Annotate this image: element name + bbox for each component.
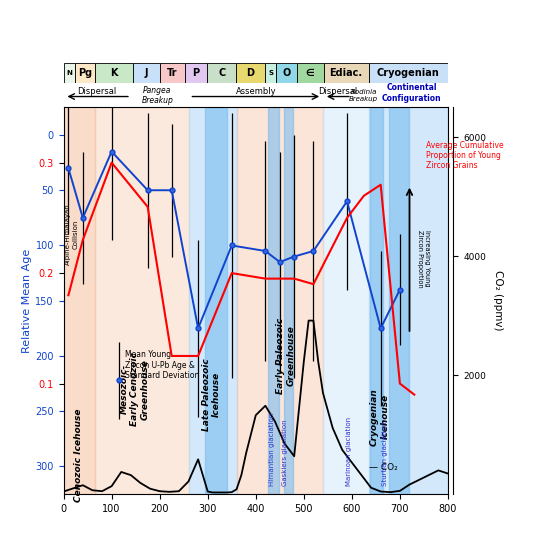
Text: Ediac.: Ediac.: [330, 68, 363, 78]
Bar: [370, 107, 383, 494]
Text: Gaskiers glaciation: Gaskiers glaciation: [281, 420, 288, 487]
Text: O: O: [283, 68, 291, 78]
Text: Alpine-Himalayan
Collision: Alpine-Himalayan Collision: [65, 204, 79, 265]
Y-axis label: Relative Mean Age: Relative Mean Age: [23, 249, 33, 353]
Text: D: D: [247, 68, 254, 78]
Bar: [185, 63, 207, 83]
Bar: [389, 107, 409, 494]
Bar: [323, 107, 369, 494]
Text: Pg: Pg: [78, 68, 92, 78]
Bar: [265, 63, 276, 83]
Text: Rodinia
Breakup: Rodinia Breakup: [349, 89, 378, 102]
Text: Dispersal: Dispersal: [319, 87, 358, 96]
Bar: [296, 63, 324, 83]
Bar: [64, 63, 75, 83]
Text: C: C: [218, 68, 225, 78]
Text: S: S: [268, 70, 273, 76]
Bar: [369, 63, 448, 83]
Bar: [237, 107, 323, 494]
Bar: [95, 107, 189, 494]
Text: Mesozoic-
Early Cenozoic
Greenhouse: Mesozoic- Early Cenozoic Greenhouse: [120, 352, 150, 426]
Text: J: J: [145, 68, 148, 78]
Text: Marinoan glaciation: Marinoan glaciation: [346, 417, 352, 487]
Text: N: N: [66, 70, 72, 76]
Text: Cenozoic Icehouse: Cenozoic Icehouse: [74, 409, 82, 502]
Bar: [189, 107, 237, 494]
Bar: [276, 63, 296, 83]
Text: ∈: ∈: [306, 68, 315, 78]
Y-axis label: CO₂ (ppmv): CO₂ (ppmv): [493, 271, 503, 331]
Text: Sturtian glaciation: Sturtian glaciation: [383, 422, 388, 487]
Text: Increasing Young
Zircon Proportion: Increasing Young Zircon Proportion: [417, 230, 430, 288]
Text: Early Paleozoic
Greenhouse: Early Paleozoic Greenhouse: [276, 318, 295, 394]
Bar: [95, 63, 133, 83]
Text: Assembly: Assembly: [236, 87, 276, 96]
Bar: [268, 107, 279, 494]
Text: Mean Young
Zircon U-Pb Age &
Standard Deviation: Mean Young Zircon U-Pb Age & Standard De…: [125, 351, 200, 380]
Text: Tr: Tr: [167, 68, 178, 78]
Bar: [324, 63, 369, 83]
Text: Late Paleozoic
Icehouse: Late Paleozoic Icehouse: [202, 358, 221, 431]
Bar: [133, 63, 160, 83]
Bar: [75, 63, 95, 83]
Text: Continental
Configuration: Continental Configuration: [382, 83, 442, 103]
Bar: [160, 63, 185, 83]
Text: Cryogenian: Cryogenian: [377, 68, 440, 78]
Text: Hirnantian glaciation: Hirnantian glaciation: [269, 413, 275, 487]
Bar: [369, 107, 448, 494]
Bar: [207, 63, 236, 83]
Bar: [236, 63, 265, 83]
Bar: [64, 107, 95, 494]
Text: Pangea
Breakup: Pangea Breakup: [142, 85, 173, 105]
Text: Dispersal: Dispersal: [77, 87, 117, 96]
Text: — CO₂: — CO₂: [369, 463, 398, 472]
Text: K: K: [111, 68, 118, 78]
Bar: [284, 107, 293, 494]
Text: Average Cumulative
Proportion of Young
Zircon Grains: Average Cumulative Proportion of Young Z…: [426, 141, 504, 170]
Bar: [205, 107, 227, 494]
Text: P: P: [192, 68, 200, 78]
Text: Cryogenian
Icehouse: Cryogenian Icehouse: [370, 388, 389, 446]
